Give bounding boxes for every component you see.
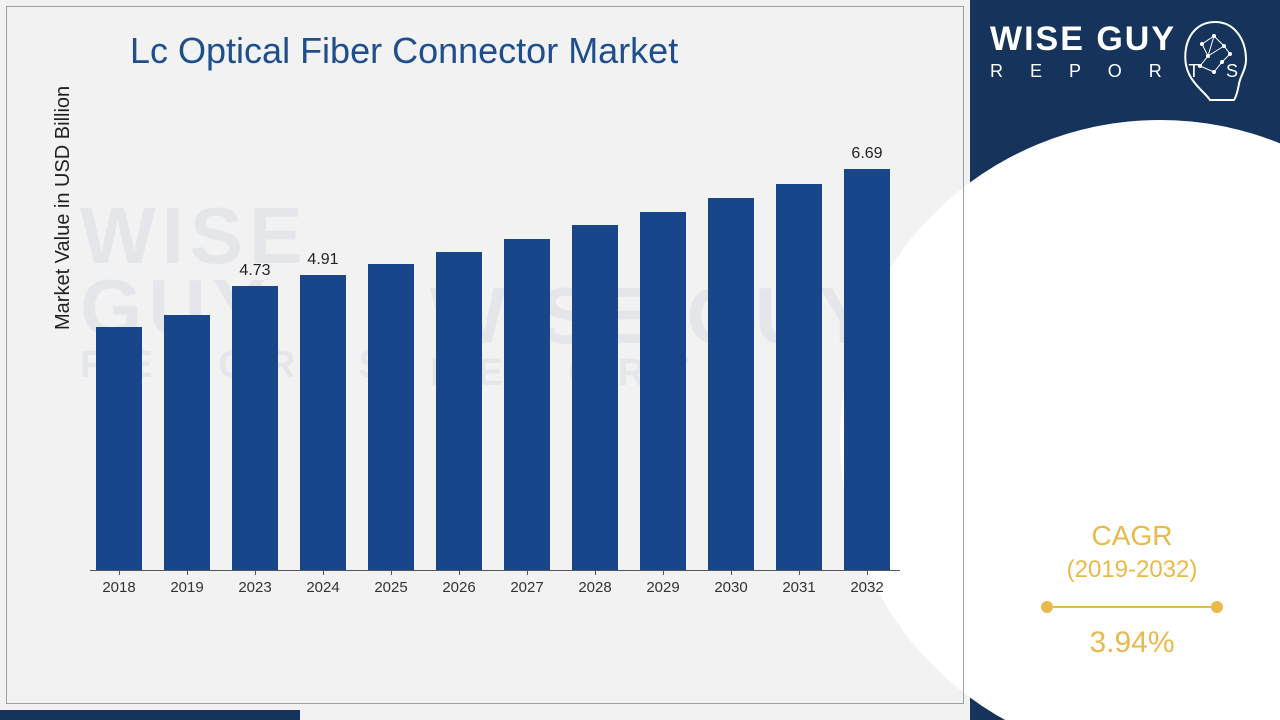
y-axis-label: Market Value in USD Billion: [52, 86, 75, 330]
x-tick: [663, 570, 664, 575]
x-tick-label: 2028: [565, 579, 625, 596]
x-tick: [459, 570, 460, 575]
x-tick-label: 2024: [293, 579, 353, 596]
x-tick: [867, 570, 868, 575]
bar: [572, 225, 618, 570]
x-tick-label: 2025: [361, 579, 421, 596]
bar: [368, 264, 414, 570]
x-axis-line: [90, 570, 900, 571]
bar: [232, 286, 278, 570]
x-tick: [119, 570, 120, 575]
bar: [640, 212, 686, 570]
cagr-value: 3.94%: [1022, 626, 1242, 660]
x-tick: [255, 570, 256, 575]
x-tick-label: 2027: [497, 579, 557, 596]
x-tick-label: 2030: [701, 579, 761, 596]
x-tick: [323, 570, 324, 575]
bar: [504, 239, 550, 570]
x-tick-label: 2019: [157, 579, 217, 596]
x-tick: [391, 570, 392, 575]
cagr-label: CAGR: [1022, 520, 1242, 552]
bar-value-label: 4.73: [225, 262, 285, 280]
x-tick-label: 2018: [89, 579, 149, 596]
bar: [96, 327, 142, 570]
plot-area: 2018201920234.7320244.912025202620272028…: [90, 150, 900, 570]
chart-title: Lc Optical Fiber Connector Market: [130, 30, 678, 72]
bar-value-label: 6.69: [837, 145, 897, 163]
bar: [164, 315, 210, 570]
bar-value-label: 4.91: [293, 251, 353, 269]
bar: [300, 275, 346, 570]
bar: [776, 184, 822, 570]
x-tick-label: 2026: [429, 579, 489, 596]
cagr-block: CAGR (2019-2032) 3.94%: [1022, 520, 1242, 660]
brand-logo: WISE GUY R E P O R T S: [990, 20, 1250, 110]
bottom-strip: [0, 710, 300, 720]
x-tick: [799, 570, 800, 575]
x-tick: [731, 570, 732, 575]
chart-area: 2018 2019 2023 4.73 2024 4.91 2025 2026 2027 2028…: [90, 150, 900, 610]
cagr-range: (2019-2032): [1022, 556, 1242, 584]
x-tick: [527, 570, 528, 575]
x-tick-label: 2029: [633, 579, 693, 596]
bar: [436, 252, 482, 570]
x-tick-label: 2032: [837, 579, 897, 596]
x-tick-label: 2031: [769, 579, 829, 596]
x-tick: [187, 570, 188, 575]
x-tick-label: 2023: [225, 579, 285, 596]
stage: WISE GUY REPORTS WISE GUY REPORTS Lc Opt…: [0, 0, 1280, 720]
x-tick: [595, 570, 596, 575]
bar: [708, 198, 754, 570]
cagr-divider: [1047, 606, 1217, 608]
head-icon: [1180, 20, 1250, 108]
bar: [844, 169, 890, 570]
